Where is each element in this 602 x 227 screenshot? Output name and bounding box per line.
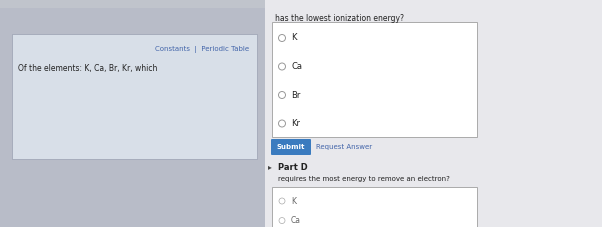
Bar	[0, 0, 602, 8]
Text: Part D: Part D	[278, 163, 308, 172]
Text: Constants  |  Periodic Table: Constants | Periodic Table	[155, 46, 249, 53]
Text: Br: Br	[291, 91, 300, 99]
Text: K: K	[291, 34, 297, 42]
Bar	[265, 0, 602, 227]
Text: Kr: Kr	[291, 119, 300, 128]
Text: has the lowest ionization energy?: has the lowest ionization energy?	[275, 14, 404, 23]
Text: ▸: ▸	[268, 163, 272, 172]
Text: Of the elements: K, Ca, Br, Kr, which: Of the elements: K, Ca, Br, Kr, which	[18, 64, 157, 73]
Text: requires the most energy to remove an electron?: requires the most energy to remove an el…	[278, 176, 450, 182]
Bar	[272, 22, 477, 137]
Bar	[12, 34, 257, 159]
Text: Request Answer: Request Answer	[316, 144, 372, 150]
Bar	[272, 187, 477, 227]
Text: K: K	[291, 197, 296, 205]
Text: Submit: Submit	[277, 144, 305, 150]
Text: Ca: Ca	[291, 62, 302, 71]
FancyBboxPatch shape	[271, 139, 311, 155]
Text: Ca: Ca	[291, 216, 301, 225]
